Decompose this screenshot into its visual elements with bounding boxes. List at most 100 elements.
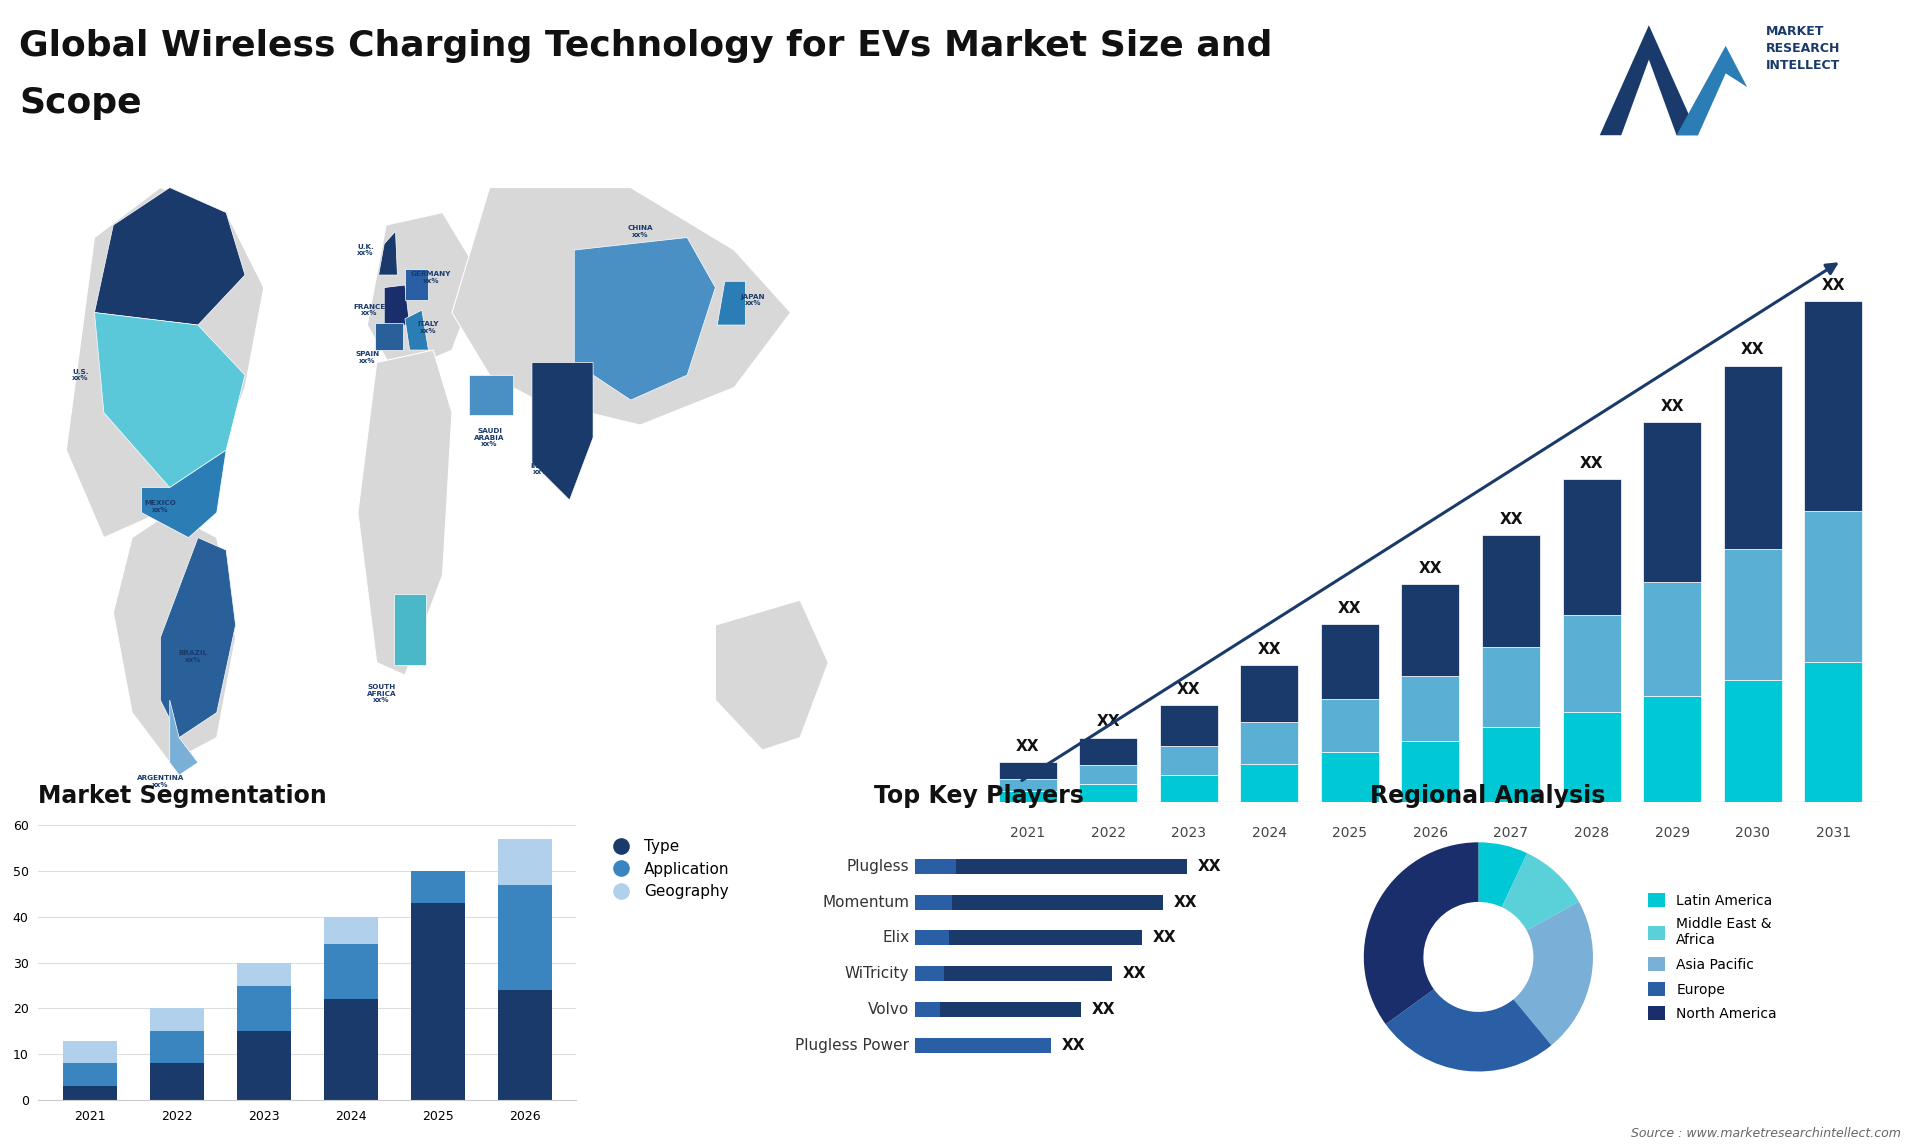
Bar <box>1160 746 1217 775</box>
Polygon shape <box>374 322 403 350</box>
FancyBboxPatch shape <box>914 858 956 874</box>
Text: ARGENTINA
xx%: ARGENTINA xx% <box>136 775 184 787</box>
Text: XX: XX <box>1092 1002 1116 1017</box>
Bar <box>497 885 551 990</box>
Text: XX: XX <box>1500 512 1523 527</box>
Bar <box>63 1086 117 1100</box>
FancyBboxPatch shape <box>914 858 1187 874</box>
FancyBboxPatch shape <box>914 931 1142 945</box>
Text: XX: XX <box>1152 931 1177 945</box>
Text: Plugless: Plugless <box>847 858 910 874</box>
Text: CHINA
xx%: CHINA xx% <box>628 225 653 237</box>
Bar <box>1805 300 1862 511</box>
Bar <box>1805 511 1862 661</box>
Text: XX: XX <box>1123 966 1146 981</box>
Text: FRANCE
xx%: FRANCE xx% <box>353 304 386 316</box>
Text: WiTricity: WiTricity <box>845 966 910 981</box>
Bar <box>1482 728 1540 802</box>
Text: 2028: 2028 <box>1574 826 1609 840</box>
Bar <box>1402 741 1459 802</box>
Polygon shape <box>451 188 791 425</box>
FancyBboxPatch shape <box>914 1002 939 1017</box>
Bar <box>998 762 1056 779</box>
Bar <box>1724 549 1782 680</box>
Text: INDIA
xx%: INDIA xx% <box>530 463 553 476</box>
FancyBboxPatch shape <box>914 895 1164 910</box>
Text: 2024: 2024 <box>1252 826 1286 840</box>
Bar <box>411 871 465 903</box>
Text: XX: XX <box>1580 456 1603 471</box>
Bar <box>1402 675 1459 741</box>
Wedge shape <box>1386 989 1551 1072</box>
Bar <box>1079 764 1137 784</box>
Polygon shape <box>113 512 236 762</box>
Text: Volvo: Volvo <box>868 1002 910 1017</box>
Text: 2026: 2026 <box>1413 826 1448 840</box>
Polygon shape <box>94 188 246 325</box>
Text: Regional Analysis: Regional Analysis <box>1371 784 1605 808</box>
Bar <box>63 1063 117 1086</box>
Text: XX: XX <box>1198 858 1221 874</box>
Polygon shape <box>169 700 198 775</box>
Wedge shape <box>1501 854 1578 931</box>
Text: MEXICO
xx%: MEXICO xx% <box>144 500 177 512</box>
Polygon shape <box>405 269 428 300</box>
Wedge shape <box>1363 842 1478 1025</box>
Bar <box>497 990 551 1100</box>
Polygon shape <box>1676 46 1747 135</box>
Polygon shape <box>142 450 227 537</box>
FancyBboxPatch shape <box>914 966 945 981</box>
Text: GERMANY
xx%: GERMANY xx% <box>411 272 451 284</box>
Text: XX: XX <box>1338 602 1361 617</box>
FancyBboxPatch shape <box>914 1037 1050 1053</box>
Text: Elix: Elix <box>881 931 910 945</box>
Bar <box>1724 680 1782 802</box>
Bar <box>1644 696 1701 802</box>
Bar <box>1079 784 1137 802</box>
FancyBboxPatch shape <box>914 895 952 910</box>
Bar <box>1563 614 1620 712</box>
Bar <box>1805 661 1862 802</box>
Polygon shape <box>378 231 397 275</box>
FancyBboxPatch shape <box>914 1037 935 1053</box>
Bar <box>1079 738 1137 764</box>
Text: 2031: 2031 <box>1816 826 1851 840</box>
Text: Source : www.marketresearchintellect.com: Source : www.marketresearchintellect.com <box>1630 1128 1901 1140</box>
Bar <box>150 1031 204 1063</box>
Bar <box>1160 775 1217 802</box>
Polygon shape <box>405 311 428 350</box>
Bar <box>324 917 378 944</box>
Bar <box>150 1008 204 1031</box>
Wedge shape <box>1478 842 1526 908</box>
Bar <box>236 963 290 986</box>
Text: XX: XX <box>1822 277 1845 292</box>
Text: 2023: 2023 <box>1171 826 1206 840</box>
Text: XX: XX <box>1062 1037 1085 1053</box>
Text: 2030: 2030 <box>1736 826 1770 840</box>
Polygon shape <box>159 537 236 738</box>
Polygon shape <box>384 285 409 325</box>
Legend: Latin America, Middle East &
Africa, Asia Pacific, Europe, North America: Latin America, Middle East & Africa, Asi… <box>1644 887 1782 1027</box>
Bar <box>1240 763 1298 802</box>
Bar <box>1240 665 1298 722</box>
Text: U.K.
xx%: U.K. xx% <box>357 244 374 257</box>
Text: SAUDI
ARABIA
xx%: SAUDI ARABIA xx% <box>474 429 505 447</box>
Bar <box>1482 647 1540 728</box>
Text: 2025: 2025 <box>1332 826 1367 840</box>
Bar <box>497 839 551 885</box>
Bar <box>1321 699 1379 753</box>
Polygon shape <box>367 212 480 375</box>
Text: Top Key Players: Top Key Players <box>874 784 1085 808</box>
Bar <box>1240 722 1298 763</box>
Text: U.S.
xx%: U.S. xx% <box>73 369 88 382</box>
Bar <box>1563 712 1620 802</box>
Text: SOUTH
AFRICA
xx%: SOUTH AFRICA xx% <box>367 684 396 704</box>
Text: XX: XX <box>1173 895 1198 910</box>
Text: XX: XX <box>1258 642 1281 657</box>
Bar <box>998 779 1056 791</box>
Text: 2021: 2021 <box>1010 826 1044 840</box>
Text: Global Wireless Charging Technology for EVs Market Size and: Global Wireless Charging Technology for … <box>19 29 1273 63</box>
Bar <box>1563 479 1620 614</box>
Bar <box>324 999 378 1100</box>
Text: XX: XX <box>1096 714 1119 729</box>
